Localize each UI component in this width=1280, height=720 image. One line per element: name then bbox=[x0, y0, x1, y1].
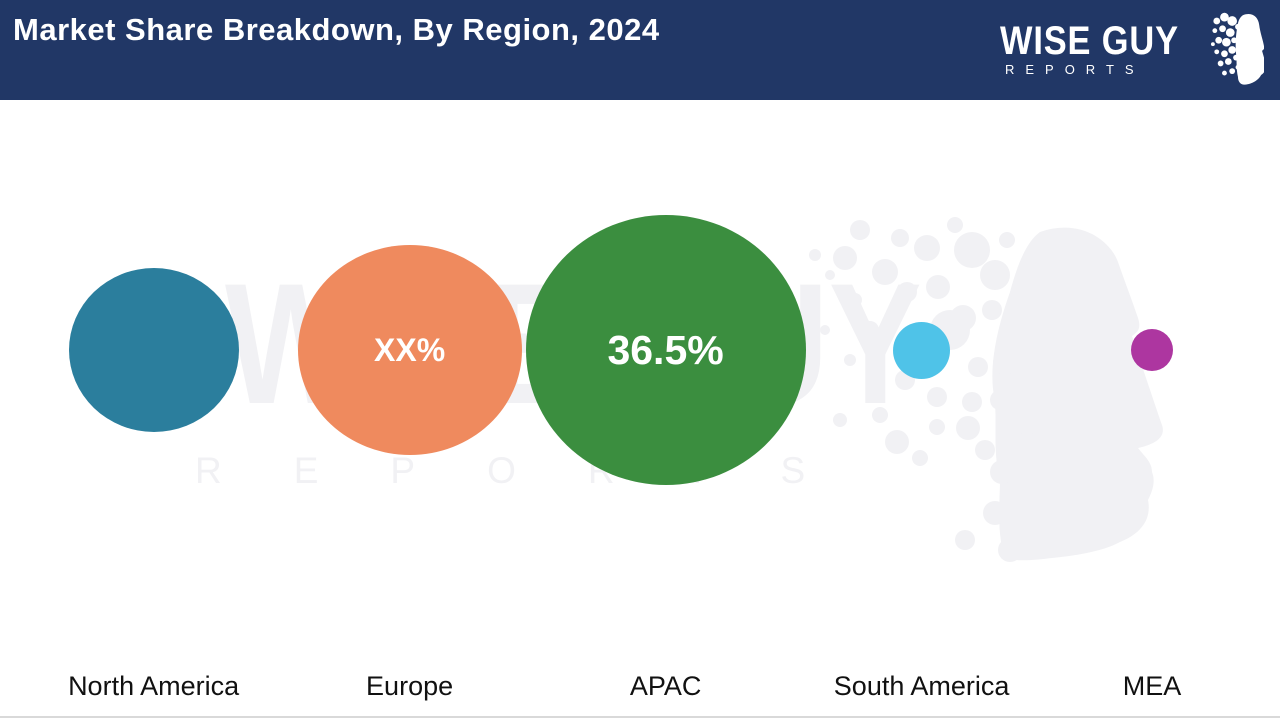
watermark-brain-dots bbox=[809, 217, 1040, 562]
watermark-reports-text: REPORTS bbox=[195, 450, 878, 491]
bubble-apac: 36.5% bbox=[525, 215, 806, 485]
bubble-south-america bbox=[893, 321, 951, 379]
bubble-mea bbox=[1131, 329, 1173, 371]
header-bar: Market Share Breakdown, By Region, 2024 … bbox=[0, 0, 1280, 100]
category-label-north-america: North America bbox=[68, 671, 240, 701]
bubble-north-america bbox=[68, 268, 239, 432]
brand-logo-text: WISE GUY REPORTS bbox=[1000, 20, 1208, 77]
brand-logo-wiseguy: WISE GUY bbox=[999, 18, 1179, 63]
bubble-europe: XX% bbox=[297, 245, 522, 455]
brand-logo: WISE GUY REPORTS bbox=[1000, 9, 1264, 87]
page-title: Market Share Breakdown, By Region, 2024 bbox=[13, 12, 660, 47]
bottom-divider bbox=[0, 716, 1280, 718]
brand-logo-reports: REPORTS bbox=[1004, 61, 1145, 77]
category-label-apac: APAC bbox=[629, 671, 702, 701]
category-label-mea: MEA bbox=[1122, 671, 1182, 701]
category-label-south-america: South America bbox=[833, 671, 1010, 701]
bubble-value-apac: 36.5% bbox=[607, 326, 724, 373]
watermark-dotted-head-icon bbox=[809, 217, 1163, 562]
category-label-europe: Europe bbox=[366, 671, 454, 701]
bubble-value-europe: XX% bbox=[374, 331, 446, 368]
brand-logo-head-icon bbox=[1210, 12, 1264, 85]
